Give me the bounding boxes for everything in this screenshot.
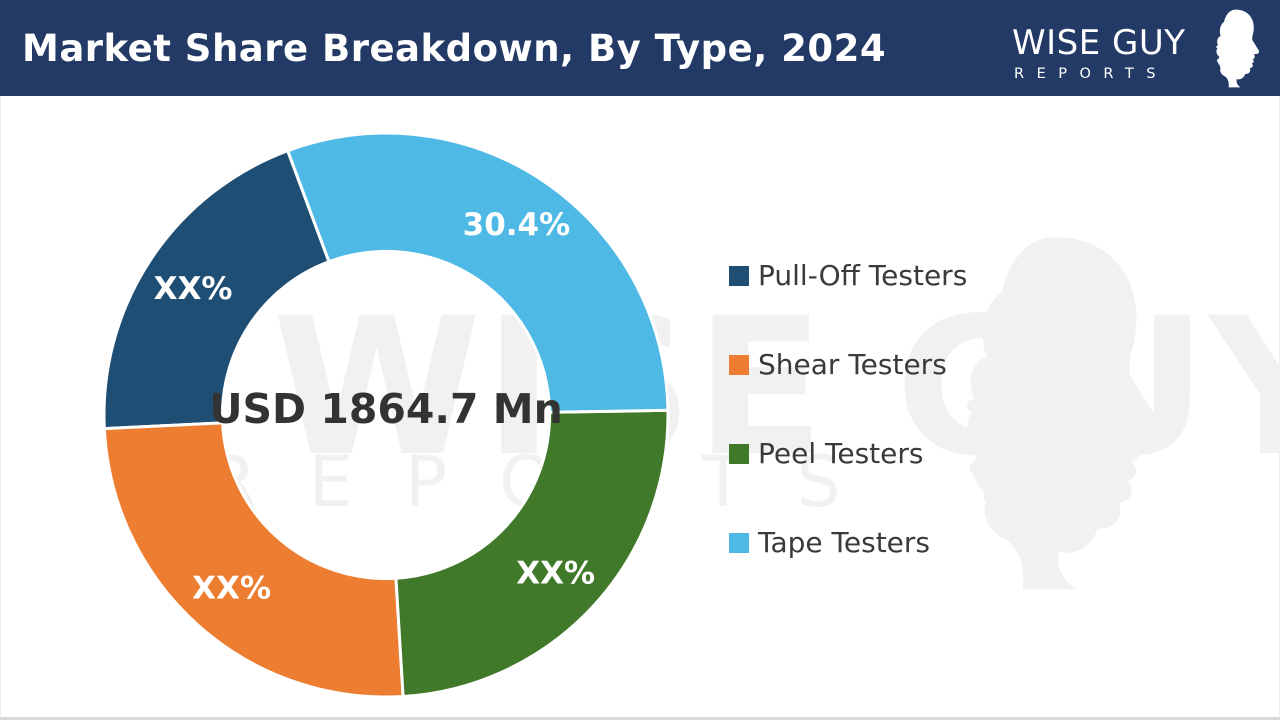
legend-swatch-shear [729, 354, 749, 375]
legend-label: Pull-Off Testers [758, 258, 968, 292]
donut-chart: XX% XX% XX% 30.4% [86, 115, 686, 715]
legend-swatch-tape [729, 532, 749, 553]
slice-percentage-label: XX% [154, 271, 233, 307]
donut-slice-shear-testers [102, 421, 405, 699]
legend-item-peel-testers: Peel Testers [729, 439, 923, 468]
legend-item-pull-off-testers: Pull-Off Testers [729, 261, 967, 290]
face-profile-dots-icon [1216, 9, 1259, 88]
legend-label: Tape Testers [758, 525, 930, 559]
donut-slice-tape-testers [286, 131, 670, 414]
donut-chart-svg: XX% XX% XX% 30.4% [102, 131, 670, 699]
header-bar: Market Share Breakdown, By Type, 2024 WI… [0, 0, 1280, 96]
legend-swatch-pull-off [729, 265, 749, 286]
slice-percentage-label: XX% [192, 570, 271, 606]
slice-percentage-label: 30.4% [463, 207, 571, 243]
slice-percentage-label: XX% [516, 555, 595, 591]
donut-slice-pull-off-testers [102, 149, 331, 431]
logo-reports-text: REPORTS [1014, 66, 1168, 82]
page-title: Market Share Breakdown, By Type, 2024 [22, 27, 887, 70]
legend-label: Shear Testers [758, 347, 947, 381]
legend-item-tape-testers: Tape Testers [729, 528, 930, 557]
wise-guy-reports-logo: WISE GUY REPORTS [1012, 7, 1266, 89]
legend-label: Peel Testers [758, 436, 924, 470]
chart-center-value: USD 1864.7 Mn [209, 385, 563, 433]
legend-item-shear-testers: Shear Testers [729, 350, 947, 379]
legend-swatch-peel [729, 443, 749, 464]
logo-wiseguy-text: WISE GUY [1012, 23, 1186, 63]
chart-legend: Pull-Off Testers Shear Testers Peel Test… [729, 0, 1149, 720]
donut-slice-peel-testers [394, 408, 670, 698]
